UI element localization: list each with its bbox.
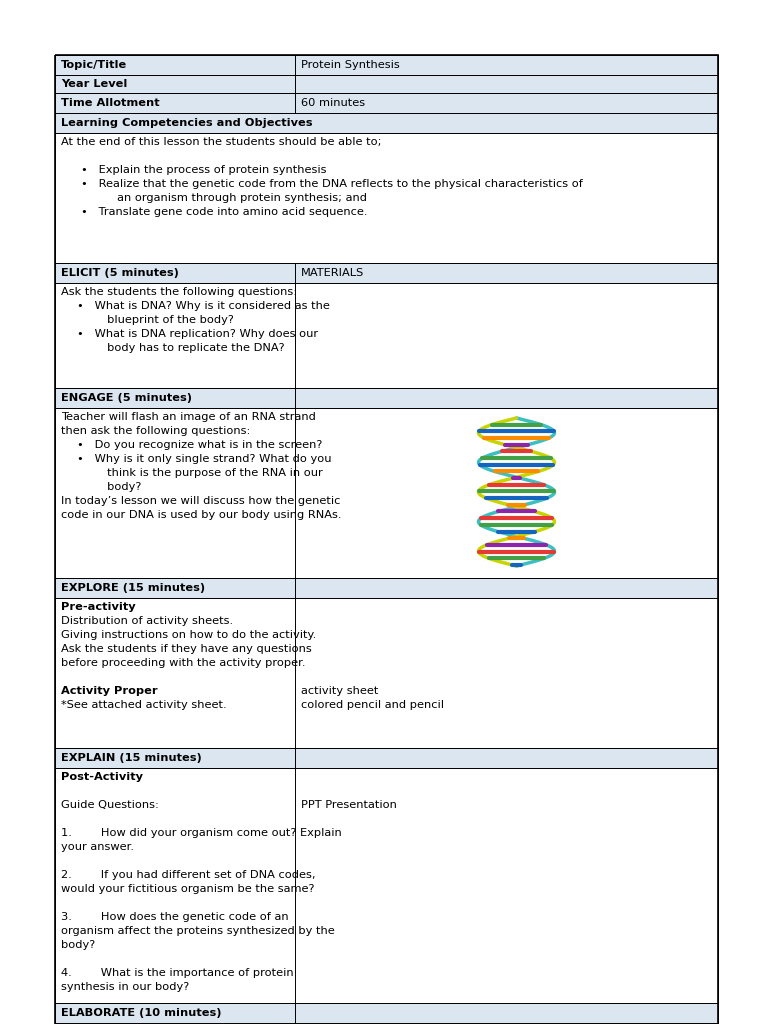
Text: 4.        What is the importance of protein: 4. What is the importance of protein [61, 968, 293, 978]
Text: Teacher will flash an image of an RNA strand: Teacher will flash an image of an RNA st… [61, 412, 316, 422]
Bar [55, 283, 718, 388]
Text: before proceeding with the activity proper.: before proceeding with the activity prop… [61, 658, 306, 668]
Text: Learning Competencies and Objectives: Learning Competencies and Objectives [61, 118, 313, 128]
Text: ELABORATE (10 minutes): ELABORATE (10 minutes) [61, 1008, 221, 1018]
Bar [55, 768, 718, 1002]
Text: 3.        How does the genetic code of an: 3. How does the genetic code of an [61, 912, 289, 922]
Text: ELICIT (5 minutes): ELICIT (5 minutes) [61, 268, 179, 278]
Text: think is the purpose of the RNA in our: think is the purpose of the RNA in our [89, 468, 323, 478]
Text: Distribution of activity sheets.: Distribution of activity sheets. [61, 616, 233, 626]
Text: At the end of this lesson the students should be able to;: At the end of this lesson the students s… [61, 137, 382, 147]
Text: Ask the students the following questions:: Ask the students the following questions… [61, 287, 297, 297]
Text: code in our DNA is used by our body using RNAs.: code in our DNA is used by our body usin… [61, 510, 342, 520]
Text: *See attached activity sheet.: *See attached activity sheet. [61, 700, 227, 710]
Bar [55, 55, 718, 75]
Text: MATERIALS: MATERIALS [301, 268, 364, 278]
Bar [55, 93, 718, 113]
Text: would your fictitious organism be the same?: would your fictitious organism be the sa… [61, 884, 315, 894]
Text: 60 minutes: 60 minutes [301, 98, 365, 108]
Text: synthesis in our body?: synthesis in our body? [61, 982, 189, 992]
Text: 2.        If you had different set of DNA codes,: 2. If you had different set of DNA codes… [61, 870, 316, 880]
Text: body has to replicate the DNA?: body has to replicate the DNA? [89, 343, 285, 353]
Text: Giving instructions on how to do the activity.: Giving instructions on how to do the act… [61, 630, 316, 640]
Bar [55, 1002, 718, 1023]
Text: 1.        How did your organism come out? Explain: 1. How did your organism come out? Expla… [61, 828, 342, 838]
Bar [55, 388, 718, 408]
Text: Time Allotment: Time Allotment [61, 98, 160, 108]
Bar [55, 578, 718, 598]
Text: •   What is DNA replication? Why does our: • What is DNA replication? Why does our [77, 329, 318, 339]
Text: EXPLAIN (15 minutes): EXPLAIN (15 minutes) [61, 753, 202, 763]
Bar [55, 263, 718, 283]
Text: Protein Synthesis: Protein Synthesis [301, 60, 400, 70]
Text: •   Realize that the genetic code from the DNA reflects to the physical characte: • Realize that the genetic code from the… [81, 179, 583, 189]
Text: an organism through protein synthesis; and: an organism through protein synthesis; a… [99, 193, 367, 203]
Bar [55, 75, 718, 93]
Text: blueprint of the body?: blueprint of the body? [89, 315, 234, 325]
Text: •   Do you recognize what is in the screen?: • Do you recognize what is in the screen… [77, 440, 323, 450]
Text: •   Why is it only single strand? What do you: • Why is it only single strand? What do … [77, 454, 332, 464]
Text: Ask the students if they have any questions: Ask the students if they have any questi… [61, 644, 312, 654]
Text: body?: body? [89, 482, 141, 492]
Text: •   What is DNA? Why is it considered as the: • What is DNA? Why is it considered as t… [77, 301, 330, 311]
Text: •   Translate gene code into amino acid sequence.: • Translate gene code into amino acid se… [81, 207, 368, 217]
Bar [55, 748, 718, 768]
Text: colored pencil and pencil: colored pencil and pencil [301, 700, 444, 710]
Text: your answer.: your answer. [61, 842, 134, 852]
Text: organism affect the proteins synthesized by the: organism affect the proteins synthesized… [61, 926, 335, 936]
Text: •   Explain the process of protein synthesis: • Explain the process of protein synthes… [81, 165, 326, 175]
Bar [55, 408, 718, 578]
Text: PPT Presentation: PPT Presentation [301, 800, 397, 810]
Text: Guide Questions:: Guide Questions: [61, 800, 159, 810]
Bar [55, 55, 718, 1024]
Text: ENGAGE (5 minutes): ENGAGE (5 minutes) [61, 393, 192, 403]
Text: activity sheet: activity sheet [301, 686, 379, 696]
Text: In today’s lesson we will discuss how the genetic: In today’s lesson we will discuss how th… [61, 496, 340, 506]
Text: body?: body? [61, 940, 95, 950]
Text: Year Level: Year Level [61, 79, 127, 89]
Text: Pre-activity: Pre-activity [61, 602, 136, 612]
Bar [55, 133, 718, 263]
Text: EXPLORE (15 minutes): EXPLORE (15 minutes) [61, 583, 205, 593]
Bar [55, 598, 718, 748]
Bar [55, 113, 718, 133]
Text: then ask the following questions:: then ask the following questions: [61, 426, 250, 436]
Text: Activity Proper: Activity Proper [61, 686, 157, 696]
Text: Topic/Title: Topic/Title [61, 60, 127, 70]
Text: Post-Activity: Post-Activity [61, 772, 143, 782]
